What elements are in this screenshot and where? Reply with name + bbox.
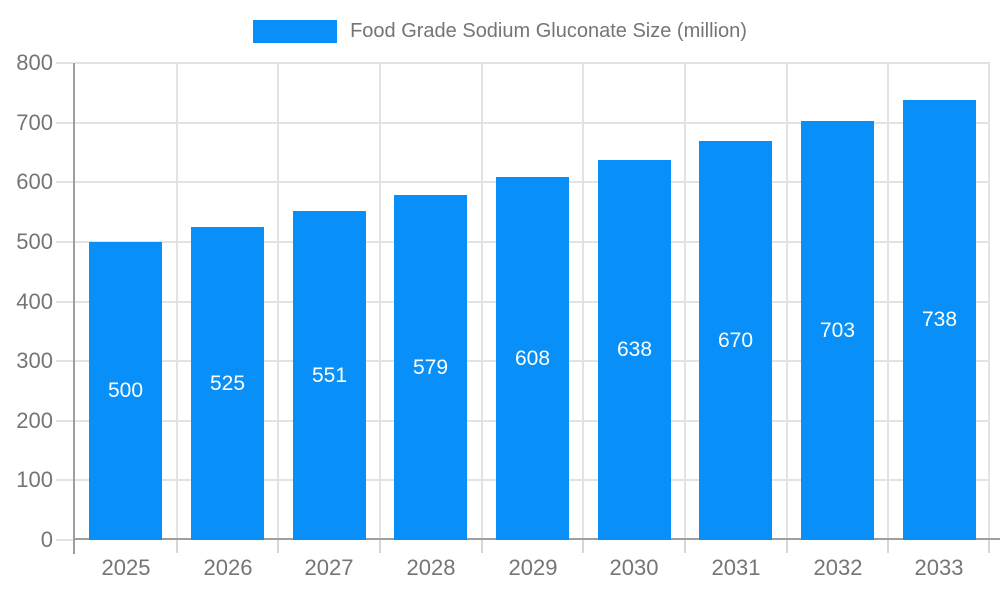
x-axis-label: 2030 xyxy=(609,555,659,580)
gridline-vertical xyxy=(277,63,279,540)
plot-area: 0 100 200 300 400 500 600 700 800 500 2025 525 2026 5… xyxy=(16,52,1000,580)
y-axis-tick xyxy=(56,419,73,422)
legend[interactable]: Food Grade Sodium Gluconate Size (millio… xyxy=(0,20,1000,43)
bar-value-label: 608 xyxy=(514,346,551,370)
bar-2033[interactable]: 738 xyxy=(903,100,976,540)
x-axis-label: 2025 xyxy=(101,555,151,580)
gridline-vertical xyxy=(176,63,178,540)
y-axis-label: 700 xyxy=(16,109,53,135)
y-axis-tick xyxy=(56,300,73,303)
bar-2030[interactable]: 638 xyxy=(598,160,671,540)
bar-value-label: 703 xyxy=(819,318,856,342)
x-axis-label: 2032 xyxy=(813,555,863,580)
x-axis-label: 2026 xyxy=(203,555,253,580)
x-axis-tick xyxy=(176,540,178,553)
bar-value-label: 525 xyxy=(209,371,246,395)
x-axis-tick xyxy=(277,540,279,553)
x-axis-tick xyxy=(379,540,381,553)
bar-value-label: 579 xyxy=(412,355,449,379)
y-axis-tick xyxy=(56,181,73,184)
gridline-vertical xyxy=(786,63,788,540)
x-axis-label: 2027 xyxy=(304,555,354,580)
bar-2026[interactable]: 525 xyxy=(191,227,264,540)
x-axis-label: 2033 xyxy=(914,555,964,580)
bar-2029[interactable]: 608 xyxy=(496,177,569,540)
y-axis-tick xyxy=(56,539,73,541)
gridline-vertical xyxy=(887,63,889,540)
y-axis-label: 200 xyxy=(16,407,53,433)
x-axis-label: 2029 xyxy=(508,555,558,580)
y-axis-tick xyxy=(56,360,73,363)
x-axis-tick xyxy=(988,540,990,553)
y-axis-label: 600 xyxy=(16,169,53,195)
y-axis-tick xyxy=(56,479,73,482)
gridline-vertical xyxy=(582,63,584,540)
x-axis-tick xyxy=(684,540,686,553)
x-axis-label: 2028 xyxy=(406,555,456,580)
legend-label: Food Grade Sodium Gluconate Size (millio… xyxy=(350,20,747,42)
y-axis-label: 500 xyxy=(16,228,53,254)
y-axis-tick xyxy=(56,240,73,243)
bar-2028[interactable]: 579 xyxy=(394,195,467,540)
x-axis-tick xyxy=(887,540,889,553)
legend-swatch xyxy=(253,20,338,43)
y-axis-label: 800 xyxy=(16,50,53,75)
gridline-vertical xyxy=(481,63,483,540)
x-axis-tick xyxy=(582,540,584,553)
bar-2025[interactable]: 500 xyxy=(89,242,162,540)
bar-2032[interactable]: 703 xyxy=(801,121,874,540)
y-axis-label: 0 xyxy=(40,527,53,552)
x-axis-tick xyxy=(481,540,483,553)
y-axis-tick xyxy=(56,121,73,124)
bar-2031[interactable]: 670 xyxy=(699,141,772,540)
bar-2027[interactable]: 551 xyxy=(293,211,366,540)
y-axis-label: 100 xyxy=(16,467,53,493)
gridline-vertical xyxy=(379,63,381,540)
bar-value-label: 738 xyxy=(921,308,958,331)
gridline-vertical xyxy=(684,63,686,540)
y-axis-line xyxy=(73,63,75,554)
y-axis-tick xyxy=(56,62,73,64)
bar-value-label: 551 xyxy=(311,363,348,387)
bar-value-label: 500 xyxy=(107,379,144,402)
y-axis-label: 300 xyxy=(16,348,53,374)
gridline-vertical xyxy=(988,63,990,540)
x-axis-tick xyxy=(786,540,788,553)
gridline-horizontal xyxy=(75,62,990,64)
x-axis-label: 2031 xyxy=(711,555,761,580)
bar-value-label: 638 xyxy=(616,338,653,361)
y-axis-label: 400 xyxy=(16,288,53,314)
gridline-horizontal xyxy=(75,121,990,124)
bar-value-label: 670 xyxy=(717,328,754,352)
